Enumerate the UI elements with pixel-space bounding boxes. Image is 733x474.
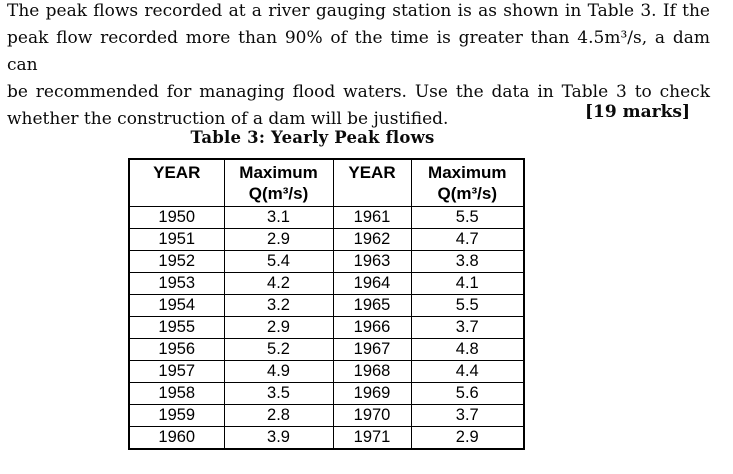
table-row: 1951 2.9 1962 4.7 (128, 228, 525, 251)
header-line: Q(m³/s) (248, 184, 309, 203)
paragraph-line: whether the construction of a dam will b… (7, 109, 449, 129)
question-paragraph: The peak flows recorded at a river gaugi… (7, 0, 710, 133)
flow-cell: 3.7 (410, 404, 525, 427)
flow-cell: 4.8 (410, 338, 525, 361)
year-cell: 1953 (128, 272, 225, 295)
flow-cell: 2.8 (223, 404, 334, 427)
flow-cell: 3.8 (410, 250, 525, 273)
flow-cell: 3.9 (223, 426, 334, 450)
year-cell: 1968 (332, 360, 412, 383)
table-header-row: YEAR Maximum Q(m³/s) YEAR Maximum Q(m³/s) (128, 158, 525, 207)
table-row: 1952 5.4 1963 3.8 (128, 250, 525, 273)
header-line: YEAR (348, 163, 396, 182)
header-cell: YEAR (332, 158, 412, 207)
marks-label: [19 marks] (585, 102, 690, 122)
flow-cell: 2.9 (223, 228, 334, 251)
year-cell: 1955 (128, 316, 225, 339)
flow-cell: 4.7 (410, 228, 525, 251)
flow-cell: 3.7 (410, 316, 525, 339)
header-cell: YEAR (128, 158, 225, 207)
header-cell: Maximum Q(m³/s) (410, 158, 525, 207)
paragraph-line: be recommended for managing flood waters… (7, 82, 710, 102)
year-cell: 1954 (128, 294, 225, 317)
flow-cell: 4.1 (410, 272, 525, 295)
flow-cell: 3.1 (223, 206, 334, 229)
table-row: 1950 3.1 1961 5.5 (128, 206, 525, 229)
flow-cell: 2.9 (410, 426, 525, 450)
year-cell: 1960 (128, 426, 225, 450)
header-line: Maximum (428, 163, 507, 182)
year-cell: 1971 (332, 426, 412, 450)
table-header: YEAR Maximum Q(m³/s) YEAR Maximum Q(m³/s) (128, 158, 525, 207)
year-cell: 1952 (128, 250, 225, 273)
flow-cell: 5.4 (223, 250, 334, 273)
flow-cell: 5.2 (223, 338, 334, 361)
table-caption: Table 3: Yearly Peak flows (190, 128, 435, 147)
paragraph-line: peak flow recorded more than 90% of the … (7, 28, 710, 75)
flow-cell: 4.2 (223, 272, 334, 295)
table-row: 1955 2.9 1966 3.7 (128, 316, 525, 339)
year-cell: 1959 (128, 404, 225, 427)
year-cell: 1962 (332, 228, 412, 251)
year-cell: 1970 (332, 404, 412, 427)
header-cell: Maximum Q(m³/s) (223, 158, 334, 207)
flow-cell: 2.9 (223, 316, 334, 339)
year-cell: 1967 (332, 338, 412, 361)
year-cell: 1964 (332, 272, 412, 295)
year-cell: 1965 (332, 294, 412, 317)
year-cell: 1957 (128, 360, 225, 383)
peak-flows-table: YEAR Maximum Q(m³/s) YEAR Maximum Q(m³/s) 195… (128, 158, 525, 450)
header-line: Maximum (239, 163, 318, 182)
flow-cell: 4.4 (410, 360, 525, 383)
flow-cell: 5.5 (410, 294, 525, 317)
header-line: YEAR (153, 163, 201, 182)
table-row: 1953 4.2 1964 4.1 (128, 272, 525, 295)
table-row: 1957 4.9 1968 4.4 (128, 360, 525, 383)
year-cell: 1958 (128, 382, 225, 405)
table-body: 1950 3.1 1961 5.5 1951 2.9 1962 4.7 1952 5.4 1963 3… (128, 206, 525, 450)
paragraph-line: The peak flows recorded at a river gaugi… (7, 1, 710, 21)
flow-cell: 4.9 (223, 360, 334, 383)
year-cell: 1956 (128, 338, 225, 361)
table-row: 1959 2.8 1970 3.7 (128, 404, 525, 427)
header-line: Q(m³/s) (437, 184, 498, 203)
year-cell: 1969 (332, 382, 412, 405)
flow-cell: 5.5 (410, 206, 525, 229)
year-cell: 1951 (128, 228, 225, 251)
flow-cell: 5.6 (410, 382, 525, 405)
year-cell: 1961 (332, 206, 412, 229)
table-row: 1958 3.5 1969 5.6 (128, 382, 525, 405)
year-cell: 1950 (128, 206, 225, 229)
table-row: 1960 3.9 1971 2.9 (128, 426, 525, 450)
table-row: 1956 5.2 1967 4.8 (128, 338, 525, 361)
flow-cell: 3.2 (223, 294, 334, 317)
table-row: 1954 3.2 1965 5.5 (128, 294, 525, 317)
flow-cell: 3.5 (223, 382, 334, 405)
year-cell: 1966 (332, 316, 412, 339)
year-cell: 1963 (332, 250, 412, 273)
